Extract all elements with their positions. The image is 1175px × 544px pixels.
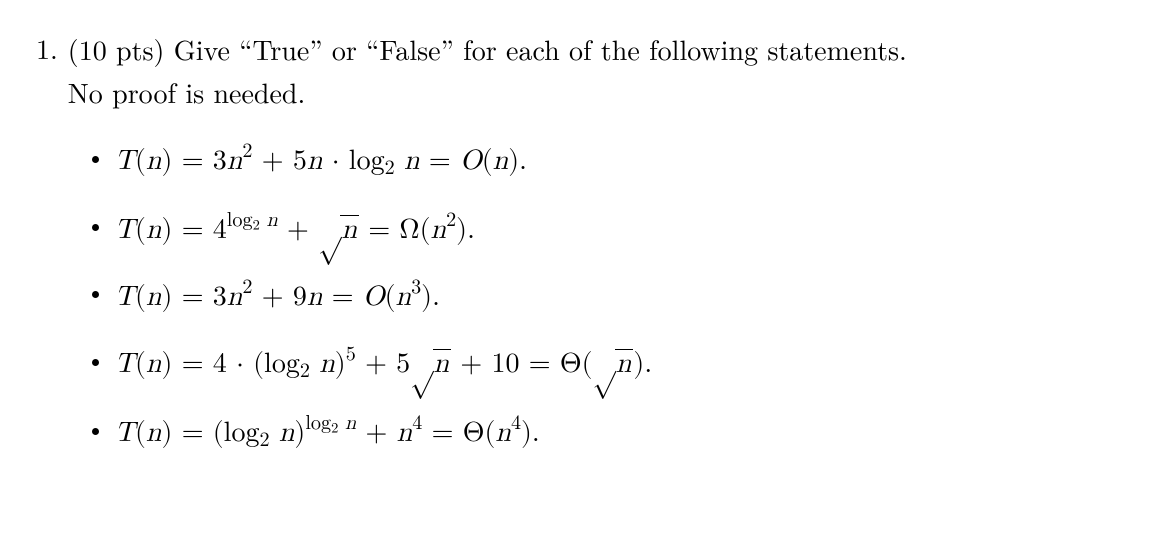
bullet-dot-icon [92, 156, 99, 163]
bullet-dot-icon [92, 428, 99, 435]
bullet-item: T(n) = 3n2 + 9n = O(n3). [92, 275, 1145, 314]
math-expression: T(n) = 3n2 + 9n = O(n3). [115, 275, 440, 314]
bullet-item: T(n) = 3n2 + 5n · log2 n = O(n). [92, 139, 1145, 180]
bullet-dot-icon [92, 291, 99, 298]
bullet-list: T(n) = 3n2 + 5n · log2 n = O(n). T(n) = 4… [68, 139, 1145, 453]
bullet-dot-icon [92, 359, 99, 366]
problem-content: (10 pts) Give “True” or “False” for each… [68, 28, 1145, 480]
bullet-item: T(n) = 4log2 n + √n = Ω(n2). [92, 208, 1145, 247]
prompt-line-1: Give “True” or “False” for each of the f… [164, 29, 906, 69]
problem-number: 1. [36, 28, 58, 480]
problem-points: (10 pts) [68, 29, 165, 69]
problem-block: 1. (10 pts) Give “True” or “False” for e… [36, 28, 1145, 480]
math-expression: T(n) = 4log2 n + √n = Ω(n2). [115, 208, 475, 247]
bullet-item: T(n) = (log2 n)log2 n + n4 = Θ(n4). [92, 411, 1145, 452]
bullet-dot-icon [92, 224, 99, 231]
prompt-line-2: No proof is needed. [68, 72, 305, 112]
math-expression: T(n) = (log2 n)log2 n + n4 = Θ(n4). [115, 411, 540, 452]
math-expression: T(n) = 3n2 + 5n · log2 n = O(n). [115, 139, 527, 180]
math-expression: T(n) = 4 · (log2 n)5 + 5√n + 10 = Θ(√n). [115, 342, 652, 383]
problem-prompt: (10 pts) Give “True” or “False” for each… [68, 28, 1145, 115]
bullet-item: T(n) = 4 · (log2 n)5 + 5√n + 10 = Θ(√n). [92, 342, 1145, 383]
